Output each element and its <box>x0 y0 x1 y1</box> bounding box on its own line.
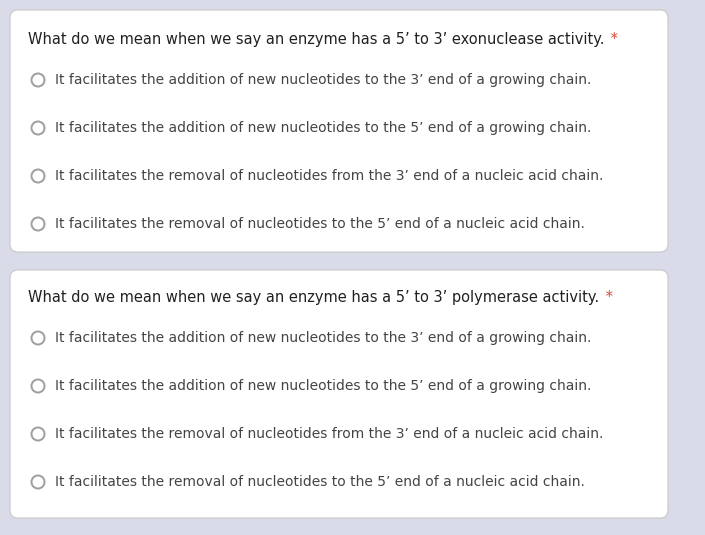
Circle shape <box>32 218 44 231</box>
FancyBboxPatch shape <box>10 10 668 252</box>
Circle shape <box>32 379 44 393</box>
Text: It facilitates the addition of new nucleotides to the 3’ end of a growing chain.: It facilitates the addition of new nucle… <box>55 73 591 87</box>
Circle shape <box>32 170 44 182</box>
Circle shape <box>32 427 44 440</box>
Text: It facilitates the addition of new nucleotides to the 5’ end of a growing chain.: It facilitates the addition of new nucle… <box>55 379 591 393</box>
Text: *: * <box>606 32 618 47</box>
Text: What do we mean when we say an enzyme has a 5’ to 3’ polymerase activity.: What do we mean when we say an enzyme ha… <box>28 290 599 305</box>
Text: It facilitates the removal of nucleotides from the 3’ end of a nucleic acid chai: It facilitates the removal of nucleotide… <box>55 427 603 441</box>
Circle shape <box>32 121 44 134</box>
Text: It facilitates the removal of nucleotides to the 5’ end of a nucleic acid chain.: It facilitates the removal of nucleotide… <box>55 475 585 489</box>
Circle shape <box>32 476 44 488</box>
Text: It facilitates the removal of nucleotides from the 3’ end of a nucleic acid chai: It facilitates the removal of nucleotide… <box>55 169 603 183</box>
Text: It facilitates the addition of new nucleotides to the 5’ end of a growing chain.: It facilitates the addition of new nucle… <box>55 121 591 135</box>
Text: It facilitates the addition of new nucleotides to the 3’ end of a growing chain.: It facilitates the addition of new nucle… <box>55 331 591 345</box>
FancyBboxPatch shape <box>10 270 668 518</box>
Circle shape <box>32 73 44 87</box>
Text: *: * <box>601 290 613 305</box>
Text: It facilitates the removal of nucleotides to the 5’ end of a nucleic acid chain.: It facilitates the removal of nucleotide… <box>55 217 585 231</box>
Circle shape <box>32 332 44 345</box>
Text: What do we mean when we say an enzyme has a 5’ to 3’ exonuclease activity.: What do we mean when we say an enzyme ha… <box>28 32 604 47</box>
